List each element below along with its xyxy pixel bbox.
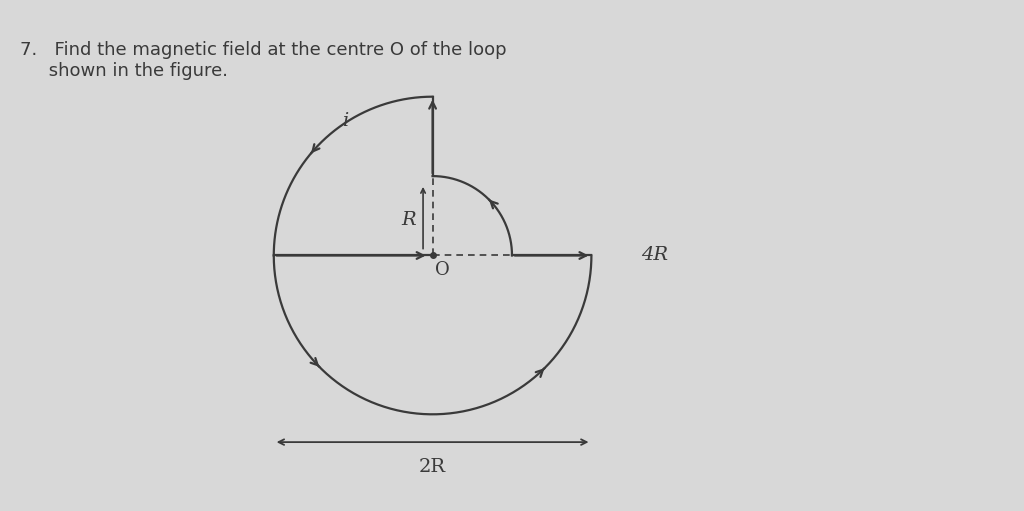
Text: i: i <box>342 111 348 129</box>
Text: 2R: 2R <box>419 458 446 476</box>
Text: R: R <box>401 211 416 229</box>
Text: 7.   Find the magnetic field at the centre O of the loop
     shown in the figur: 7. Find the magnetic field at the centre… <box>20 41 507 80</box>
Text: 4R: 4R <box>641 246 668 265</box>
Text: O: O <box>435 261 450 279</box>
